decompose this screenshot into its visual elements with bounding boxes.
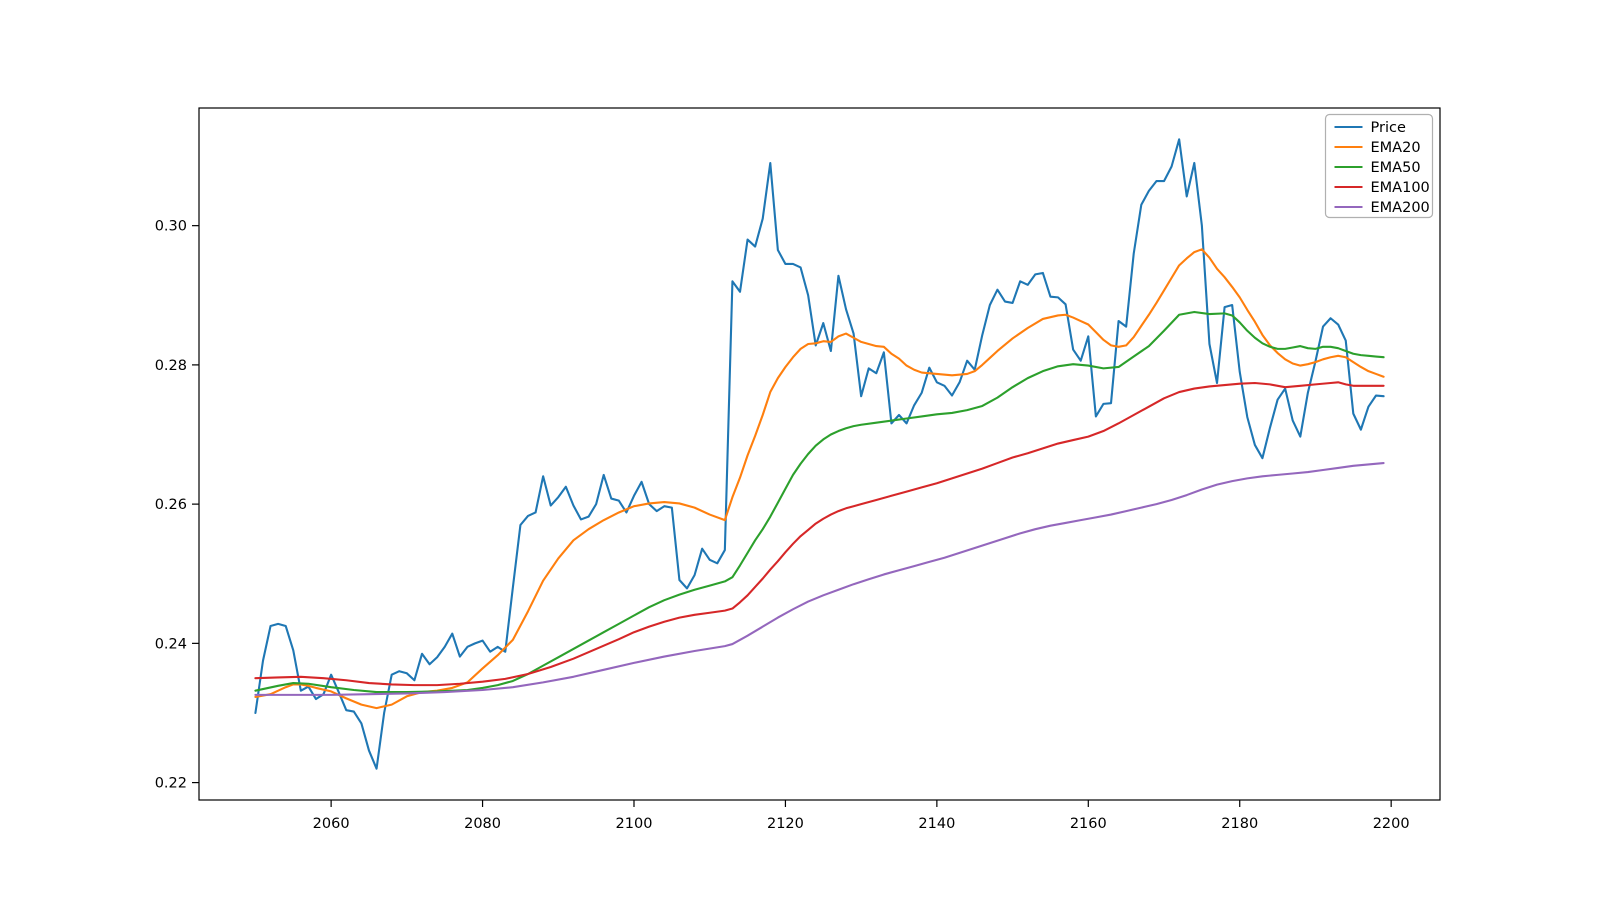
legend-item-price: Price — [1334, 120, 1406, 136]
legend-label: Price — [1371, 120, 1406, 136]
x-tick-label: 2160 — [1070, 816, 1107, 832]
price-line — [254, 138, 1385, 770]
legend-label: EMA50 — [1371, 160, 1421, 176]
legend-item-ema200: EMA200 — [1334, 200, 1430, 216]
y-tick-label: 0.26 — [155, 497, 187, 513]
plot-frame — [198, 107, 1441, 801]
legend-item-ema20: EMA20 — [1334, 140, 1421, 156]
series-lines — [254, 138, 1385, 770]
y-tick-label: 0.22 — [155, 776, 187, 792]
x-tick-label: 2080 — [464, 816, 501, 832]
legend-item-ema50: EMA50 — [1334, 160, 1421, 176]
ema50-line — [254, 310, 1385, 694]
x-tick-label: 2140 — [918, 816, 955, 832]
x-tick-label: 2200 — [1373, 816, 1410, 832]
x-tick-label: 2120 — [767, 816, 804, 832]
y-axis: 0.22 0.24 0.26 0.28 0.30 — [155, 219, 199, 792]
legend-label: EMA20 — [1371, 140, 1421, 156]
y-tick-label: 0.28 — [155, 358, 187, 374]
legend-item-ema100: EMA100 — [1334, 180, 1430, 196]
legend-box — [1324, 113, 1434, 219]
ema100-line — [254, 381, 1385, 687]
y-tick-label: 0.30 — [155, 219, 187, 235]
y-tick-label: 0.24 — [155, 636, 187, 652]
ema200-line — [254, 462, 1385, 696]
x-axis: 2060 2080 2100 2120 2140 2160 2180 2200 — [313, 800, 1410, 832]
x-tick-label: 2100 — [616, 816, 653, 832]
legend-label: EMA100 — [1371, 180, 1430, 196]
x-tick-label: 2060 — [313, 816, 350, 832]
legend: Price EMA20 EMA50 EMA100 EMA200 — [1324, 113, 1434, 219]
legend-label: EMA200 — [1371, 200, 1430, 216]
ema20-line — [254, 248, 1385, 710]
x-tick-label: 2180 — [1221, 816, 1258, 832]
